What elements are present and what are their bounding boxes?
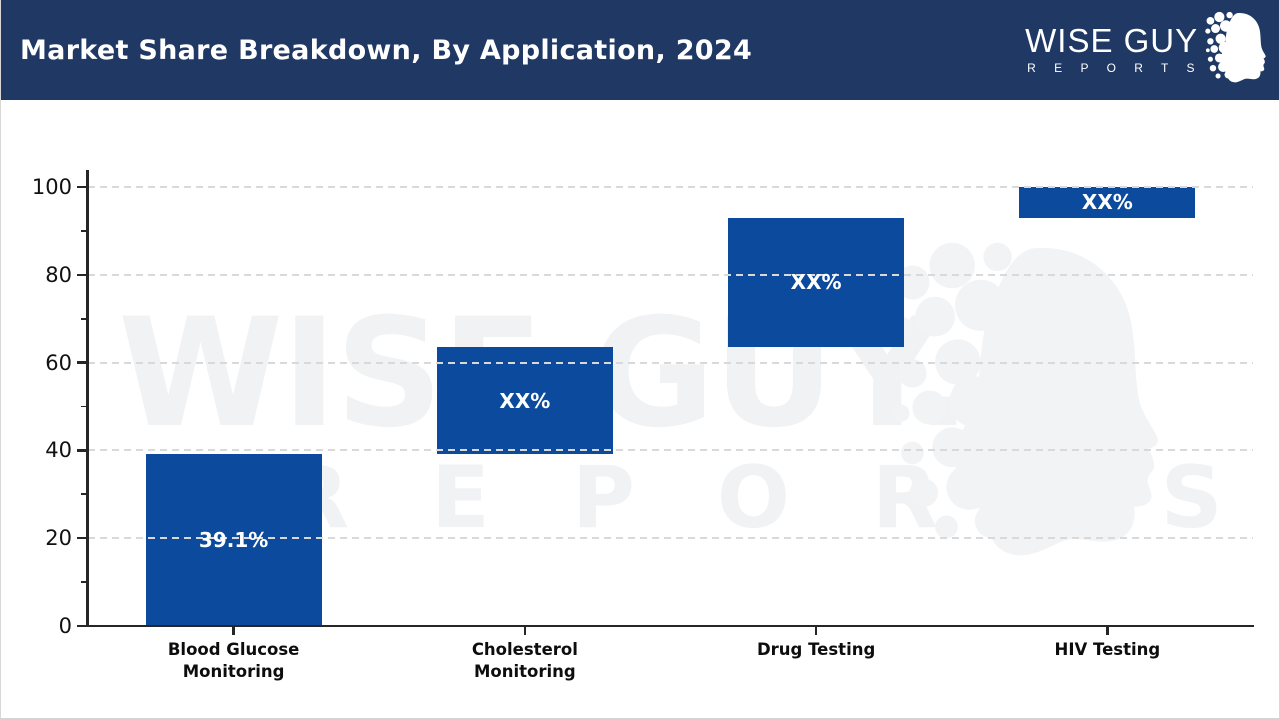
header-bar: Market Share Breakdown, By Application, … (0, 0, 1280, 100)
bar-cholesterol-monitoring (436, 347, 613, 455)
x-tick-mark (1106, 627, 1109, 635)
x-tick-label-hiv-testing: HIV Testing (957, 639, 1257, 661)
x-tick-label-line: Cholesterol (471, 640, 578, 659)
y-tick-label: 0 (58, 614, 72, 638)
bar-value-label-cholesterol-monitoring: XX% (499, 388, 551, 413)
x-tick-label-cholesterol-monitoring: Cholesterol Monitoring (375, 639, 675, 682)
y-tick-label: 40 (45, 438, 72, 463)
x-tick-label-line: HIV Testing (1054, 640, 1161, 659)
y-tick-mark (77, 536, 86, 540)
x-tick-label-line: Drug Testing (756, 640, 876, 659)
brand-logo-text: WISE GUY R E P O R T S (1025, 21, 1202, 75)
gridline-80 (88, 273, 1253, 276)
brand-logo: WISE GUY R E P O R T S (1025, 10, 1268, 88)
y-minor-tick-mark (80, 581, 86, 583)
y-minor-tick-mark (80, 230, 86, 232)
y-tick-label: 20 (45, 526, 72, 551)
y-tick-mark (77, 361, 86, 364)
x-axis-spine (86, 624, 1254, 628)
y-tick-mark (77, 273, 86, 277)
y-minor-tick-mark (80, 405, 86, 408)
gridline-40 (88, 449, 1253, 452)
y-tick-label: 60 (45, 350, 72, 375)
bar-value-label-drug-testing: XX% (790, 270, 842, 295)
x-tick-mark (232, 627, 235, 635)
gridline-100 (88, 186, 1253, 188)
x-tick-mark (523, 627, 527, 635)
y-axis-spine (86, 170, 89, 627)
y-tick-mark (77, 624, 86, 628)
chart-title: Market Share Breakdown, By Application, … (20, 34, 753, 66)
gridline-20 (88, 537, 1253, 540)
bar-hiv-testing (1019, 187, 1196, 218)
y-tick-mark (77, 185, 86, 189)
bar-value-label-blood-glucose-monitoring: 39.1% (198, 528, 269, 553)
x-tick-label-line: Monitoring (474, 661, 576, 681)
bar-blood-glucose-monitoring (145, 454, 322, 626)
gridline-60 (88, 361, 1253, 364)
brand-name: WISE GUY (1025, 21, 1199, 59)
y-tick-label: 100 (31, 175, 72, 199)
brand-head-icon (1204, 10, 1268, 88)
y-tick-label: 80 (45, 262, 72, 287)
y-minor-tick-mark (80, 317, 86, 320)
y-minor-tick-mark (80, 493, 86, 496)
bar-drug-testing (728, 217, 905, 348)
bar-value-label-hiv-testing: XX% (1081, 190, 1133, 215)
x-tick-label-line: Monitoring (182, 661, 285, 681)
x-tick-label-drug-testing: Drug Testing (666, 639, 966, 661)
x-tick-label-blood-glucose-monitoring: Blood Glucose Monitoring (84, 639, 384, 682)
x-tick-label-line: Blood Glucose (167, 640, 300, 659)
y-tick-mark (77, 449, 86, 452)
brand-subtitle: R E P O R T S (1027, 60, 1202, 75)
x-tick-mark (814, 627, 818, 635)
